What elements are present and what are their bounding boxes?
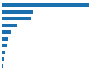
Bar — [2, 10, 33, 14]
Bar — [2, 64, 3, 68]
Bar — [2, 50, 6, 54]
Bar — [2, 30, 11, 34]
Bar — [2, 3, 89, 7]
Bar — [2, 24, 17, 27]
Bar — [2, 37, 8, 41]
Bar — [2, 44, 6, 47]
Bar — [2, 57, 4, 61]
Bar — [2, 17, 30, 21]
